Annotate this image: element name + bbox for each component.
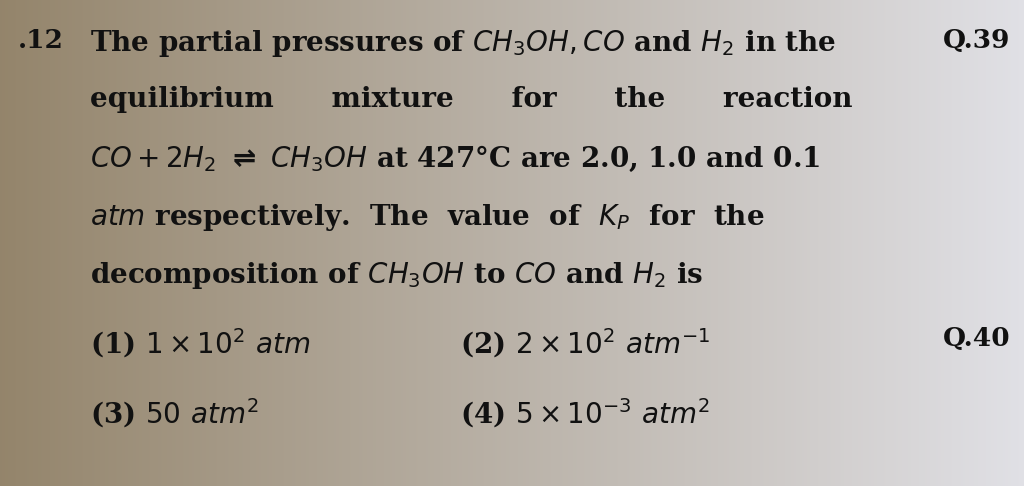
Text: equilibrium      mixture      for      the      reaction: equilibrium mixture for the reaction — [90, 86, 853, 113]
Text: decomposition of $\mathbf{\mathit{CH_3OH}}$ to $\mathbf{\mathit{CO}}$ and $\math: decomposition of $\mathbf{\mathit{CH_3OH… — [90, 260, 703, 291]
Text: Q.40: Q.40 — [942, 326, 1010, 351]
Text: $\mathbf{\mathit{CO + 2H_2}}$ $\mathbf{\rightleftharpoons}$ $\mathbf{\mathit{CH_: $\mathbf{\mathit{CO + 2H_2}}$ $\mathbf{\… — [90, 144, 820, 174]
Text: Q.39: Q.39 — [943, 28, 1010, 53]
Text: $\mathbf{\mathit{atm}}$ respectively.  The  value  of  $\mathbf{\mathit{K_P}}$  : $\mathbf{\mathit{atm}}$ respectively. Th… — [90, 202, 764, 233]
Text: (4) $\mathit{5 \times 10^{-3}}$ $\mathit{atm^2}$: (4) $\mathit{5 \times 10^{-3}}$ $\mathit… — [460, 396, 711, 430]
Text: (2) $\mathit{2 \times 10^2}$ $\mathit{atm^{-1}}$: (2) $\mathit{2 \times 10^2}$ $\mathit{at… — [460, 326, 711, 360]
Text: (1) $\mathit{1 \times 10^2}$ $\mathit{atm}$: (1) $\mathit{1 \times 10^2}$ $\mathit{at… — [90, 326, 310, 360]
Text: (3) $\mathit{50}$ $\mathit{atm^2}$: (3) $\mathit{50}$ $\mathit{atm^2}$ — [90, 396, 259, 430]
Text: .12: .12 — [18, 28, 63, 53]
Text: The partial pressures of $\mathbf{\mathit{CH_3OH, CO}}$ and $\mathbf{\mathit{H_2: The partial pressures of $\mathbf{\mathi… — [90, 28, 837, 59]
